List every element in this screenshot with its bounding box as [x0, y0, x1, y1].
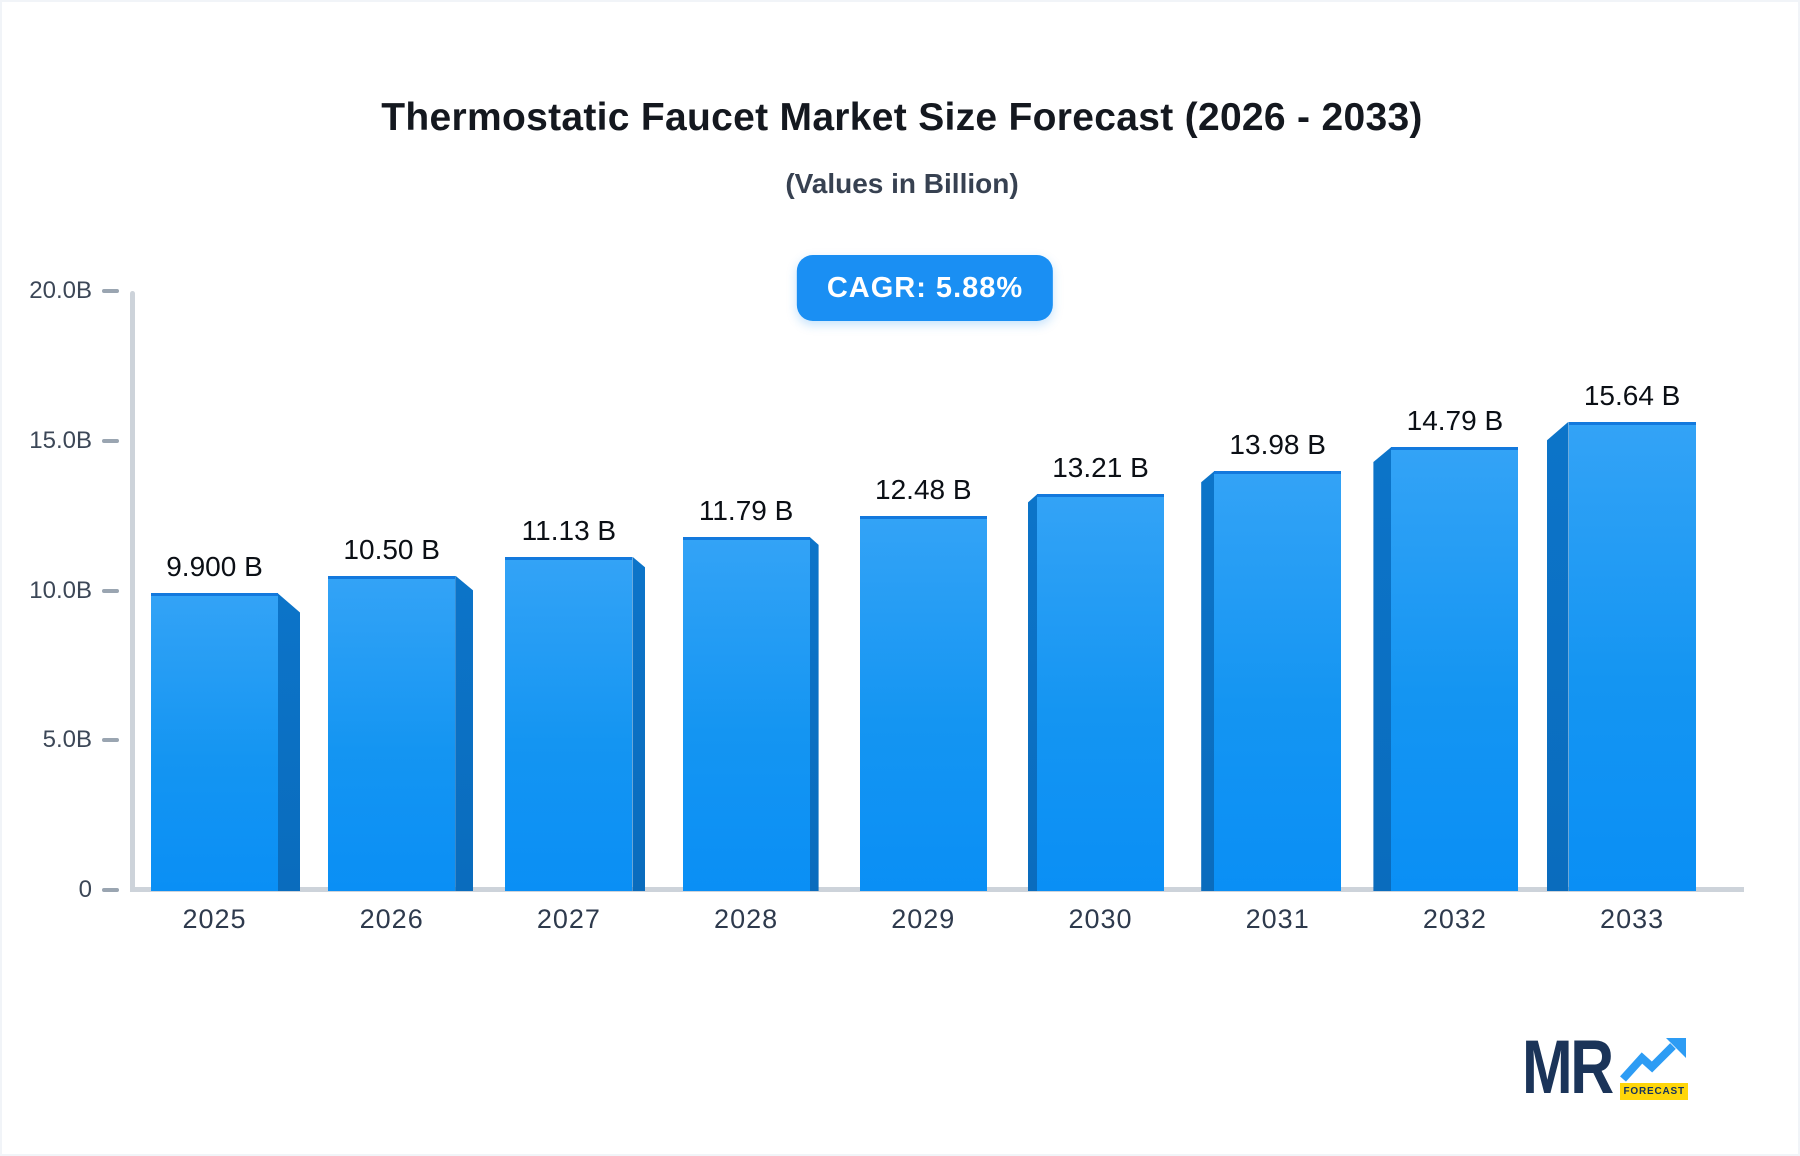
bar-value-label: 13.21 B	[1052, 452, 1149, 484]
bar-3d-side	[1546, 421, 1569, 891]
bar-face[interactable]	[682, 536, 810, 891]
cagr-badge: CAGR: 5.88%	[796, 255, 1054, 321]
y-tick-label: 15.0B	[29, 426, 92, 454]
bar-value-label: 12.48 B	[875, 474, 972, 506]
y-tick-label: 5.0B	[42, 726, 92, 754]
bar-2032[interactable]	[1373, 447, 1519, 891]
y-tick-mark	[102, 588, 119, 593]
bar-3d-side	[809, 536, 819, 891]
bar-value-label: 11.79 B	[698, 494, 794, 526]
chart-title: Thermostatic Faucet Market Size Forecast…	[381, 96, 1423, 139]
bar-2026[interactable]	[328, 575, 474, 891]
bar-face[interactable]	[1037, 494, 1164, 891]
bar-value-label: 15.64 B	[1583, 379, 1681, 411]
bar-3d-side	[278, 593, 300, 891]
x-tick-label: 2026	[359, 904, 424, 934]
bar-2033[interactable]	[1546, 421, 1696, 891]
bar-face[interactable]	[859, 516, 987, 891]
bar-value-label: 11.13 B	[521, 514, 617, 546]
bar-face[interactable]	[1391, 447, 1519, 891]
bar-value-label: 10.50 B	[343, 533, 440, 565]
bar-face[interactable]	[328, 575, 456, 891]
y-tick-mark	[102, 888, 119, 892]
bar-face[interactable]	[151, 593, 278, 891]
bar-2030[interactable]	[1028, 494, 1164, 891]
bar-2027[interactable]	[505, 556, 646, 891]
bar-3d-side	[1028, 494, 1037, 891]
x-tick-label: 2033	[1600, 904, 1665, 934]
x-tick-label: 2027	[536, 904, 601, 934]
mr-forecast-logo: MR FORECAST	[1522, 1025, 1689, 1110]
bar-3d-side	[455, 575, 474, 891]
y-tick-mark	[102, 289, 119, 293]
logo-brand-text: MR	[1522, 1025, 1614, 1110]
y-axis-line	[130, 291, 135, 890]
bar-value-label: 9.900 B	[166, 551, 263, 583]
x-tick-label: 2029	[891, 904, 956, 934]
bar-2028[interactable]	[682, 536, 819, 891]
bar-2031[interactable]	[1201, 471, 1342, 891]
trend-up-arrow-icon	[1620, 1038, 1687, 1082]
bar-face[interactable]	[1568, 421, 1696, 891]
bar-value-label: 14.79 B	[1406, 405, 1504, 437]
bar-2029[interactable]	[859, 516, 987, 891]
bar-3d-side	[1201, 471, 1215, 891]
x-tick-label: 2025	[182, 904, 247, 934]
y-tick-label: 10.0B	[29, 576, 92, 604]
x-tick-label: 2032	[1422, 904, 1487, 934]
y-tick-label: 20.0B	[29, 277, 92, 304]
logo-tagline: FORECAST	[1620, 1083, 1689, 1100]
y-tick-label: 0	[78, 876, 92, 903]
bar-face[interactable]	[505, 556, 633, 891]
x-tick-label: 2030	[1068, 904, 1133, 934]
chart-subtitle: (Values in Billion)	[785, 168, 1019, 199]
y-tick-mark	[102, 438, 119, 443]
x-tick-label: 2031	[1245, 904, 1310, 934]
bar-value-label: 13.98 B	[1229, 429, 1326, 461]
bar-2025[interactable]	[151, 593, 300, 891]
x-tick-label: 2028	[714, 904, 779, 934]
bar-3d-side	[1373, 447, 1392, 891]
bar-face[interactable]	[1214, 471, 1342, 891]
bar-3d-side	[632, 556, 646, 891]
y-tick-mark	[102, 738, 119, 743]
